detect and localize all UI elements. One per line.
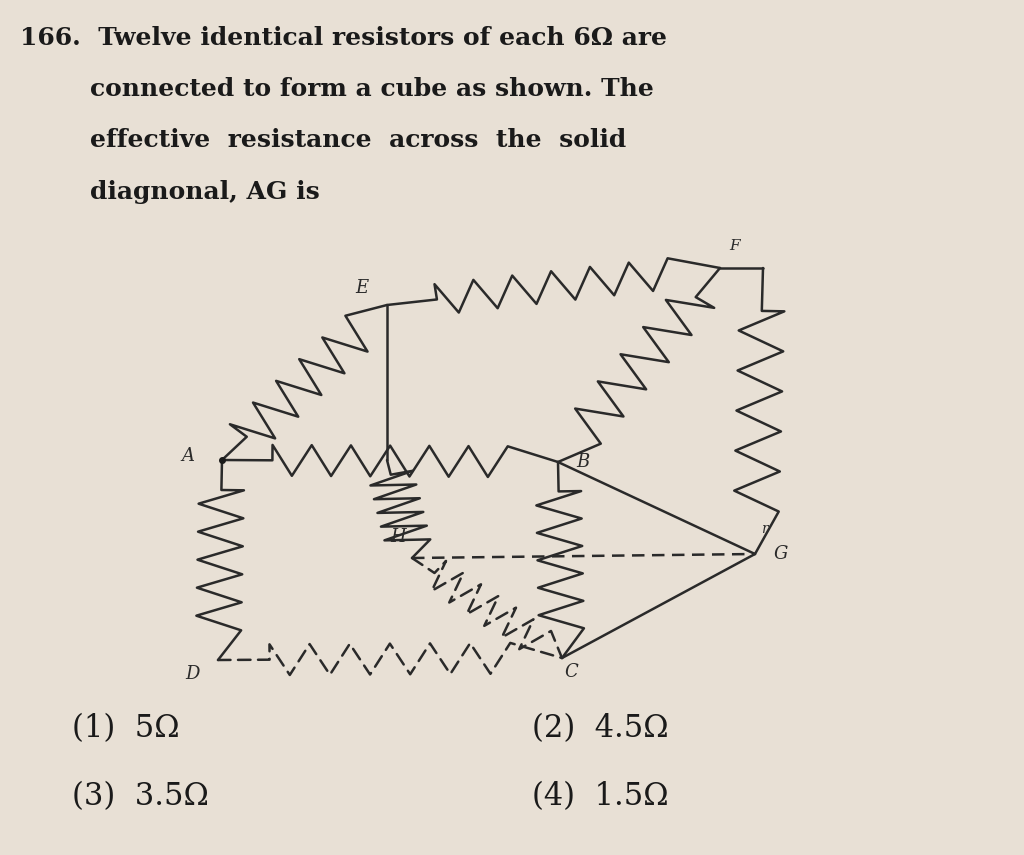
Text: 166.  Twelve identical resistors of each 6Ω are: 166. Twelve identical resistors of each … bbox=[20, 26, 668, 50]
Text: B: B bbox=[577, 453, 590, 471]
Text: G: G bbox=[773, 545, 787, 563]
Text: (3)  3.5Ω: (3) 3.5Ω bbox=[72, 781, 209, 812]
Text: (1)  5Ω: (1) 5Ω bbox=[72, 713, 179, 744]
Text: C: C bbox=[564, 663, 579, 681]
Text: D: D bbox=[185, 664, 200, 682]
Text: effective  resistance  across  the  solid: effective resistance across the solid bbox=[20, 128, 627, 152]
Text: diagnonal, AG is: diagnonal, AG is bbox=[20, 180, 321, 203]
Text: r: r bbox=[761, 522, 767, 535]
Text: A: A bbox=[181, 446, 195, 465]
Text: F: F bbox=[729, 239, 740, 252]
Text: (2)  4.5Ω: (2) 4.5Ω bbox=[532, 713, 669, 744]
Text: H: H bbox=[391, 528, 407, 545]
Text: connected to form a cube as shown. The: connected to form a cube as shown. The bbox=[20, 77, 654, 101]
Text: (4)  1.5Ω: (4) 1.5Ω bbox=[532, 781, 669, 812]
Text: E: E bbox=[355, 280, 369, 298]
